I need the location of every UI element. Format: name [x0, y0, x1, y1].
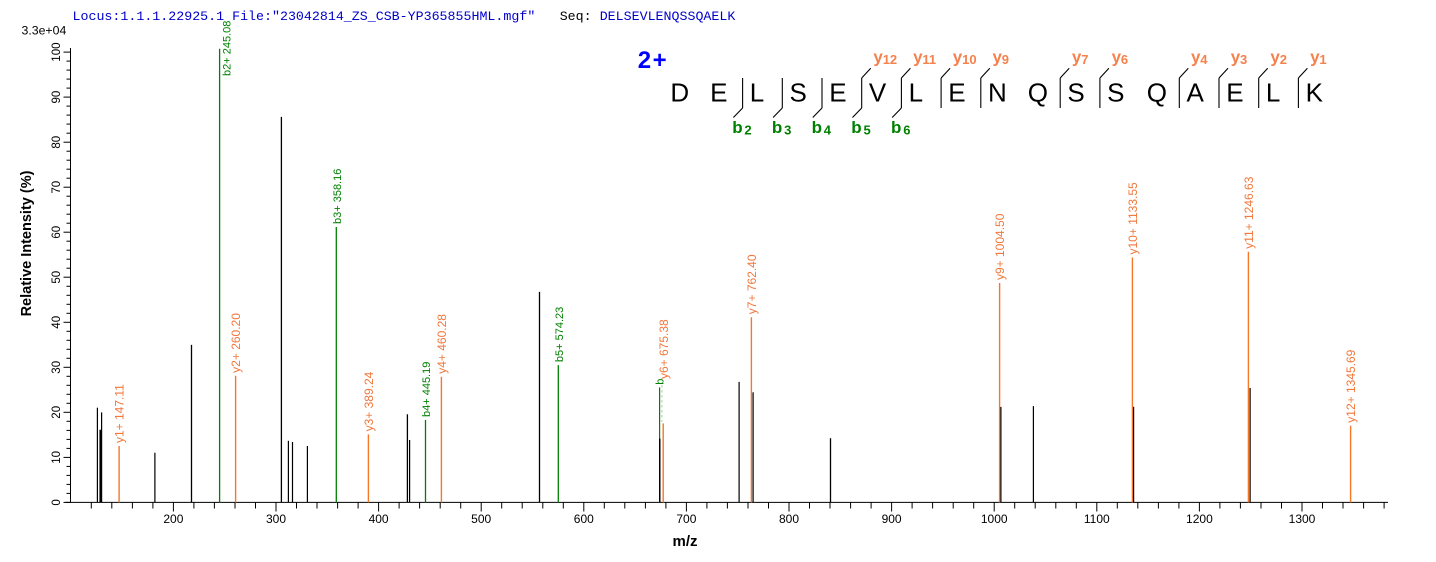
svg-text:60: 60: [51, 226, 63, 239]
svg-text:2: 2: [1280, 52, 1287, 67]
svg-text:600: 600: [574, 512, 594, 526]
svg-text:E: E: [710, 77, 727, 107]
svg-text:y: y: [913, 47, 923, 66]
svg-text:b: b: [891, 118, 901, 137]
svg-text:m/z: m/z: [672, 533, 697, 550]
svg-text:b3+ 358.16: b3+ 358.16: [332, 169, 344, 224]
svg-text:y: y: [1191, 47, 1201, 66]
svg-text:b5+ 574.23: b5+ 574.23: [554, 307, 566, 362]
svg-text:b: b: [812, 118, 822, 137]
svg-text:3: 3: [784, 122, 791, 137]
svg-text:L: L: [909, 77, 923, 107]
svg-text:E: E: [829, 77, 846, 107]
svg-text:1100: 1100: [1084, 512, 1110, 526]
svg-text:100: 100: [51, 43, 63, 62]
svg-text:1: 1: [1319, 52, 1326, 67]
svg-text:3.3e+04: 3.3e+04: [22, 24, 67, 38]
svg-text:7: 7: [1081, 52, 1088, 67]
svg-text:y: y: [1112, 47, 1122, 66]
svg-text:10: 10: [962, 52, 976, 67]
svg-text:E: E: [1226, 77, 1243, 107]
svg-text:y1+ 147.11: y1+ 147.11: [113, 384, 127, 443]
svg-text:y6+ 675.38: y6+ 675.38: [657, 319, 671, 379]
svg-text:Locus:1.1.1.22925.1 File:"2304: Locus:1.1.1.22925.1 File:"23042814_ZS_CS…: [73, 9, 536, 24]
svg-text:1000: 1000: [981, 512, 1008, 526]
svg-text:y: y: [993, 47, 1003, 66]
svg-text:11: 11: [922, 52, 936, 67]
svg-text:Q: Q: [1147, 77, 1167, 107]
svg-text:b: b: [654, 379, 666, 385]
svg-text:S: S: [790, 77, 807, 107]
svg-text:y: y: [1231, 47, 1241, 66]
svg-text:2+: 2+: [638, 47, 668, 74]
svg-text:4: 4: [824, 122, 832, 137]
svg-text:2: 2: [744, 122, 751, 137]
svg-text:3: 3: [1240, 52, 1247, 67]
svg-text:900: 900: [882, 512, 902, 526]
svg-text:Relative Intensity (%): Relative Intensity (%): [19, 170, 35, 316]
svg-text:y9+ 1004.50: y9+ 1004.50: [993, 213, 1007, 280]
svg-text:80: 80: [51, 136, 63, 149]
svg-text:10: 10: [51, 451, 63, 464]
svg-text:N: N: [988, 77, 1007, 107]
svg-text:y10+ 1133.55: y10+ 1133.55: [1126, 182, 1140, 255]
svg-text:1300: 1300: [1289, 512, 1316, 526]
svg-text:L: L: [1266, 77, 1280, 107]
svg-text:S: S: [1107, 77, 1124, 107]
svg-text:y: y: [1072, 47, 1082, 66]
svg-text:50: 50: [51, 271, 63, 284]
svg-text:A: A: [1187, 77, 1205, 107]
svg-text:S: S: [1067, 77, 1084, 107]
svg-text:y11+ 1246.63: y11+ 1246.63: [1242, 176, 1256, 249]
svg-text:y12+ 1345.69: y12+ 1345.69: [1344, 349, 1358, 422]
svg-text:300: 300: [266, 512, 286, 526]
svg-text:4: 4: [1200, 52, 1208, 67]
svg-text:y3+ 389.24: y3+ 389.24: [362, 371, 376, 431]
svg-text:500: 500: [471, 512, 491, 526]
svg-text:E: E: [948, 77, 965, 107]
svg-text:12: 12: [883, 52, 897, 67]
svg-text:y4+ 460.28: y4+ 460.28: [435, 314, 449, 374]
svg-text:y: y: [873, 47, 883, 66]
svg-text:y: y: [1310, 47, 1320, 66]
svg-text:30: 30: [51, 361, 63, 374]
svg-text:20: 20: [51, 406, 63, 419]
svg-text:DELSEVLENQSSQAELK: DELSEVLENQSSQAELK: [600, 9, 736, 24]
svg-text:y7+ 762.40: y7+ 762.40: [745, 254, 759, 314]
svg-text:90: 90: [51, 91, 63, 104]
svg-text:b2+ 245.08: b2+ 245.08: [222, 21, 234, 76]
svg-text:K: K: [1306, 77, 1324, 107]
svg-text:400: 400: [369, 512, 389, 526]
svg-text:6: 6: [903, 122, 910, 137]
svg-text:1200: 1200: [1186, 512, 1213, 526]
svg-text:Q: Q: [1028, 77, 1048, 107]
svg-text:b4+ 445.19: b4+ 445.19: [421, 362, 433, 417]
svg-text:b: b: [851, 118, 861, 137]
svg-text:200: 200: [163, 512, 183, 526]
svg-text:9: 9: [1002, 52, 1009, 67]
svg-text:y: y: [1270, 47, 1280, 66]
svg-text:6: 6: [1121, 52, 1128, 67]
svg-text:40: 40: [51, 316, 63, 329]
svg-text:b: b: [732, 118, 742, 137]
svg-text:0: 0: [51, 499, 63, 505]
svg-text:Seq:: Seq:: [560, 9, 592, 24]
svg-text:y: y: [953, 47, 963, 66]
svg-text:b: b: [772, 118, 782, 137]
svg-text:5: 5: [864, 122, 871, 137]
svg-text:y2+ 260.20: y2+ 260.20: [229, 313, 243, 373]
svg-text:800: 800: [779, 512, 799, 526]
svg-text:D: D: [670, 77, 689, 107]
svg-text:V: V: [869, 77, 887, 107]
svg-text:L: L: [750, 77, 764, 107]
svg-text:700: 700: [676, 512, 696, 526]
svg-text:70: 70: [51, 181, 63, 194]
